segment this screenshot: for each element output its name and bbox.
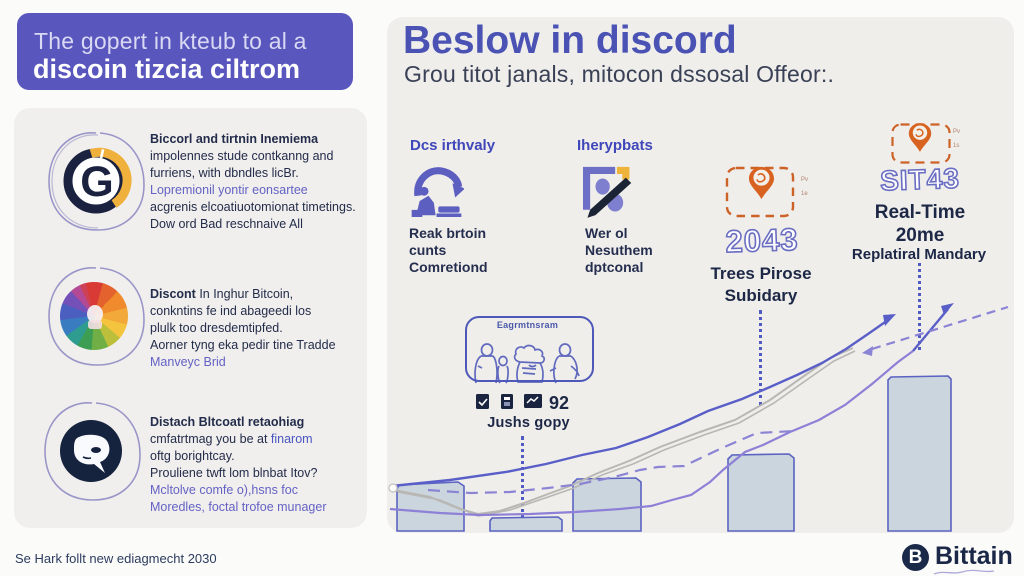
svg-text:92: 92 — [549, 393, 569, 411]
svg-text:G: G — [80, 158, 113, 206]
